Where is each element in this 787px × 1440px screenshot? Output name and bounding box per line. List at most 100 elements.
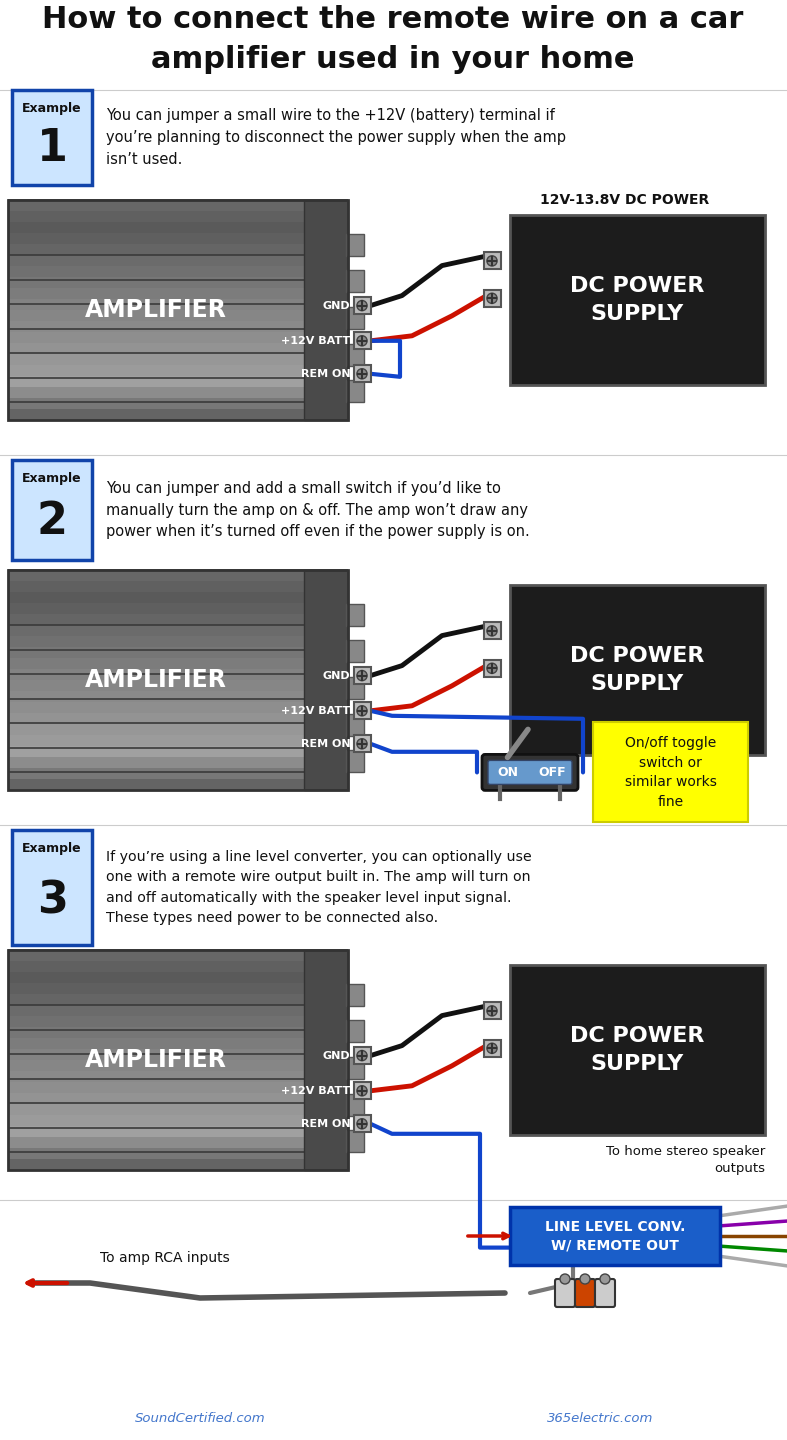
Bar [8,1148,348,1159]
Circle shape [487,626,497,636]
Text: GND: GND [323,1051,350,1061]
Bar [8,1115,348,1126]
Bar [8,744,348,757]
Bar [8,408,348,420]
Circle shape [487,1043,497,1054]
Bar [8,768,348,779]
Bar [8,386,348,397]
Bar [8,602,348,613]
Bar [8,590,348,603]
Bar [8,232,348,243]
Circle shape [357,1086,367,1096]
Bar [8,950,348,1169]
Text: +12V BATT: +12V BATT [282,1086,350,1096]
Bar [8,647,348,658]
Bar [346,603,364,626]
Text: AMPLIFIER: AMPLIFIER [85,1048,227,1071]
Bar [510,215,765,384]
Bar [12,459,92,560]
Bar [353,297,371,314]
Text: DC POWER
SUPPLY: DC POWER SUPPLY [571,1025,704,1074]
Bar [8,971,348,984]
Bar [593,723,748,822]
Bar [346,641,364,662]
FancyBboxPatch shape [595,1279,615,1308]
Bar [8,1004,348,1017]
Bar [346,984,364,1005]
Text: Example: Example [22,842,82,855]
Text: 3: 3 [36,880,68,923]
Bar [8,341,348,354]
Bar [8,1025,348,1038]
Bar [8,1125,348,1138]
Text: REM ON: REM ON [301,739,350,749]
Bar [8,624,348,636]
Bar [8,734,348,746]
Bar [353,1083,371,1099]
FancyBboxPatch shape [482,755,578,791]
Bar [8,1158,348,1169]
Bar [8,276,348,288]
Text: amplifier used in your home: amplifier used in your home [151,45,635,73]
Text: AMPLIFIER: AMPLIFIER [85,668,227,693]
Bar [8,298,348,310]
Bar [8,374,348,387]
Bar [8,778,348,791]
Text: 1: 1 [36,127,68,170]
Text: To amp RCA inputs: To amp RCA inputs [100,1251,230,1264]
Bar [8,756,348,768]
Circle shape [357,301,367,311]
Text: +12V BATT: +12V BATT [282,336,350,346]
FancyBboxPatch shape [488,760,572,785]
Text: DC POWER
SUPPLY: DC POWER SUPPLY [571,276,704,324]
Bar [8,1058,348,1071]
Bar [8,265,348,276]
Bar [8,220,348,233]
Bar [8,320,348,333]
Bar [346,1021,364,1043]
Text: DC POWER
SUPPLY: DC POWER SUPPLY [571,647,704,694]
Bar [8,701,348,713]
Circle shape [487,256,497,266]
Bar [8,1092,348,1104]
FancyBboxPatch shape [555,1279,575,1308]
Bar [483,1002,501,1020]
Text: How to connect the remote wire on a car: How to connect the remote wire on a car [42,4,744,35]
Bar [8,994,348,1005]
Bar [8,1081,348,1093]
Bar [346,344,364,366]
Bar [8,353,348,364]
Text: GND: GND [323,301,350,311]
Circle shape [357,671,367,681]
Circle shape [357,336,367,346]
Circle shape [600,1274,610,1284]
Text: On/off toggle
switch or
similar works
fine: On/off toggle switch or similar works fi… [625,736,716,809]
Bar [8,668,348,680]
Bar [510,1207,720,1264]
Bar [353,1047,371,1064]
Circle shape [580,1274,590,1284]
Bar [483,289,501,307]
Bar [8,253,348,266]
Bar [483,660,501,677]
Text: LINE LEVEL CONV.
W/ REMOTE OUT: LINE LEVEL CONV. W/ REMOTE OUT [545,1220,685,1253]
Text: Example: Example [22,102,82,115]
Circle shape [487,664,497,674]
Bar [304,570,348,791]
Bar [8,1136,348,1148]
Bar [8,680,348,691]
Text: REM ON: REM ON [301,369,350,379]
Bar [8,569,348,580]
Bar [346,233,364,256]
Bar [8,613,348,625]
Text: 12V-13.8V DC POWER: 12V-13.8V DC POWER [540,193,709,207]
Bar [8,1048,348,1060]
Text: 365electric.com: 365electric.com [547,1411,653,1424]
Bar [8,397,348,409]
Bar [8,287,348,300]
Bar [12,89,92,184]
Bar [510,585,765,755]
Text: You can jumper and add a small switch if you’d like to
manually turn the amp on : You can jumper and add a small switch if… [106,481,530,539]
Bar [8,635,348,647]
Bar [8,982,348,994]
